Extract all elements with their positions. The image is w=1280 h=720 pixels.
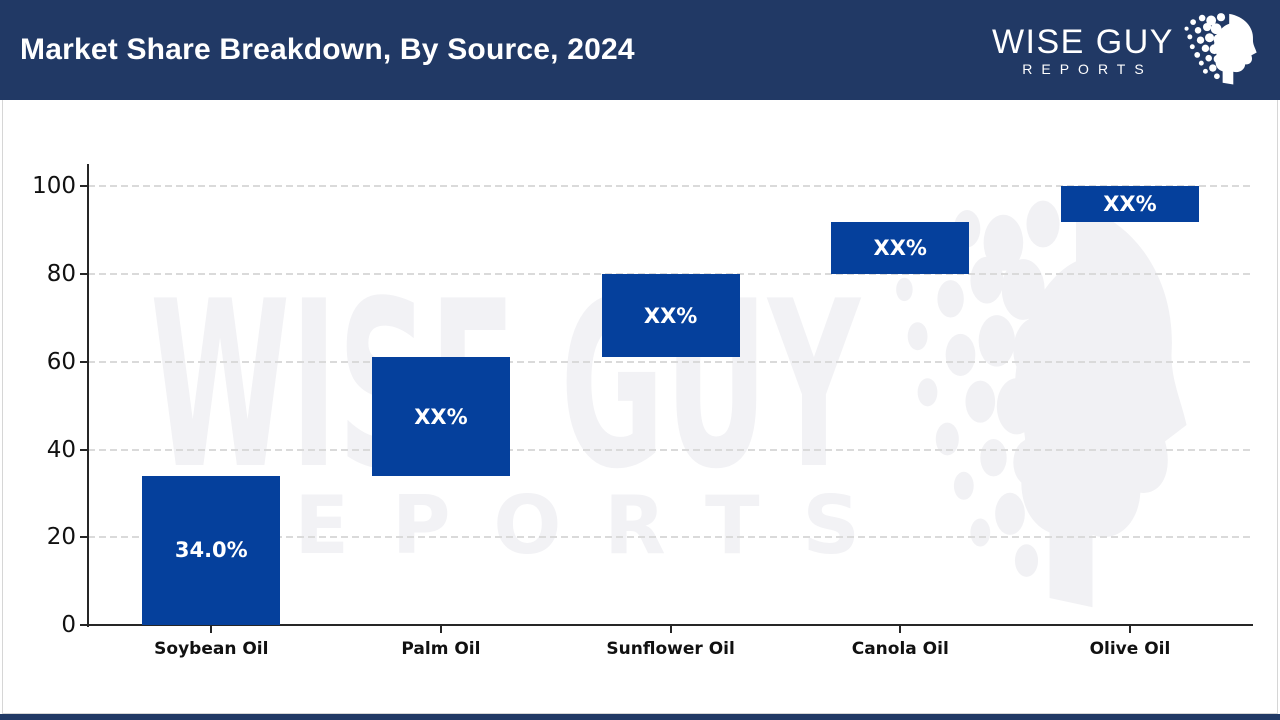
x-tick-mark: [1128, 625, 1131, 633]
footer-bar: [0, 714, 1280, 720]
bar: XX%: [371, 357, 510, 476]
bar: XX%: [1060, 186, 1199, 222]
bar-label: XX%: [643, 303, 698, 328]
y-tick-label: 60: [46, 348, 76, 375]
category-label: Palm Oil: [401, 639, 481, 659]
bar-label: XX%: [1103, 191, 1157, 216]
logo-subtext: REPORTS: [1022, 60, 1153, 77]
x-tick-mark: [210, 625, 213, 633]
y-tick-mark: [80, 360, 88, 363]
bar: XX%: [831, 221, 970, 275]
y-tick-label: 100: [32, 173, 76, 200]
face-profile-icon: [1184, 13, 1257, 85]
category-label: Sunflower Oil: [606, 639, 735, 659]
gridline: [88, 536, 1253, 539]
x-tick-mark: [669, 625, 672, 633]
page-title: Market Share Breakdown, By Source, 2024: [20, 33, 635, 66]
logo-wordmark: WISE GUY: [991, 22, 1174, 61]
y-tick-label: 0: [61, 612, 76, 638]
category-label: Olive Oil: [1089, 639, 1171, 659]
y-tick-mark: [80, 273, 88, 276]
y-tick-label: 80: [46, 261, 76, 288]
x-axis-line: [86, 624, 1253, 626]
y-tick-mark: [80, 448, 88, 451]
header-bar: Market Share Breakdown, By Source, 2024 …: [0, 0, 1280, 100]
bar: XX%: [601, 274, 740, 358]
category-label: Soybean Oil: [154, 639, 269, 659]
category-label: Canola Oil: [851, 639, 949, 659]
y-tick-label: 40: [46, 436, 76, 463]
gridline: [88, 185, 1253, 188]
y-tick-label: 20: [46, 524, 76, 551]
bar: 34.0%: [142, 475, 281, 625]
bar-label: XX%: [414, 404, 468, 429]
gridline: [88, 360, 1253, 363]
y-tick-mark: [80, 624, 88, 626]
x-tick-mark: [899, 625, 902, 633]
y-axis-line: [87, 164, 89, 627]
y-tick-mark: [80, 536, 88, 539]
gridline: [88, 448, 1253, 451]
logo-text: WISE GUY REPORTS: [992, 25, 1174, 76]
y-tick-mark: [80, 185, 88, 188]
x-tick-mark: [439, 625, 442, 633]
wise-guy-logo: WISE GUY REPORTS: [992, 12, 1262, 88]
bar-label: 34.0%: [174, 538, 248, 563]
bar-label: XX%: [873, 235, 927, 260]
